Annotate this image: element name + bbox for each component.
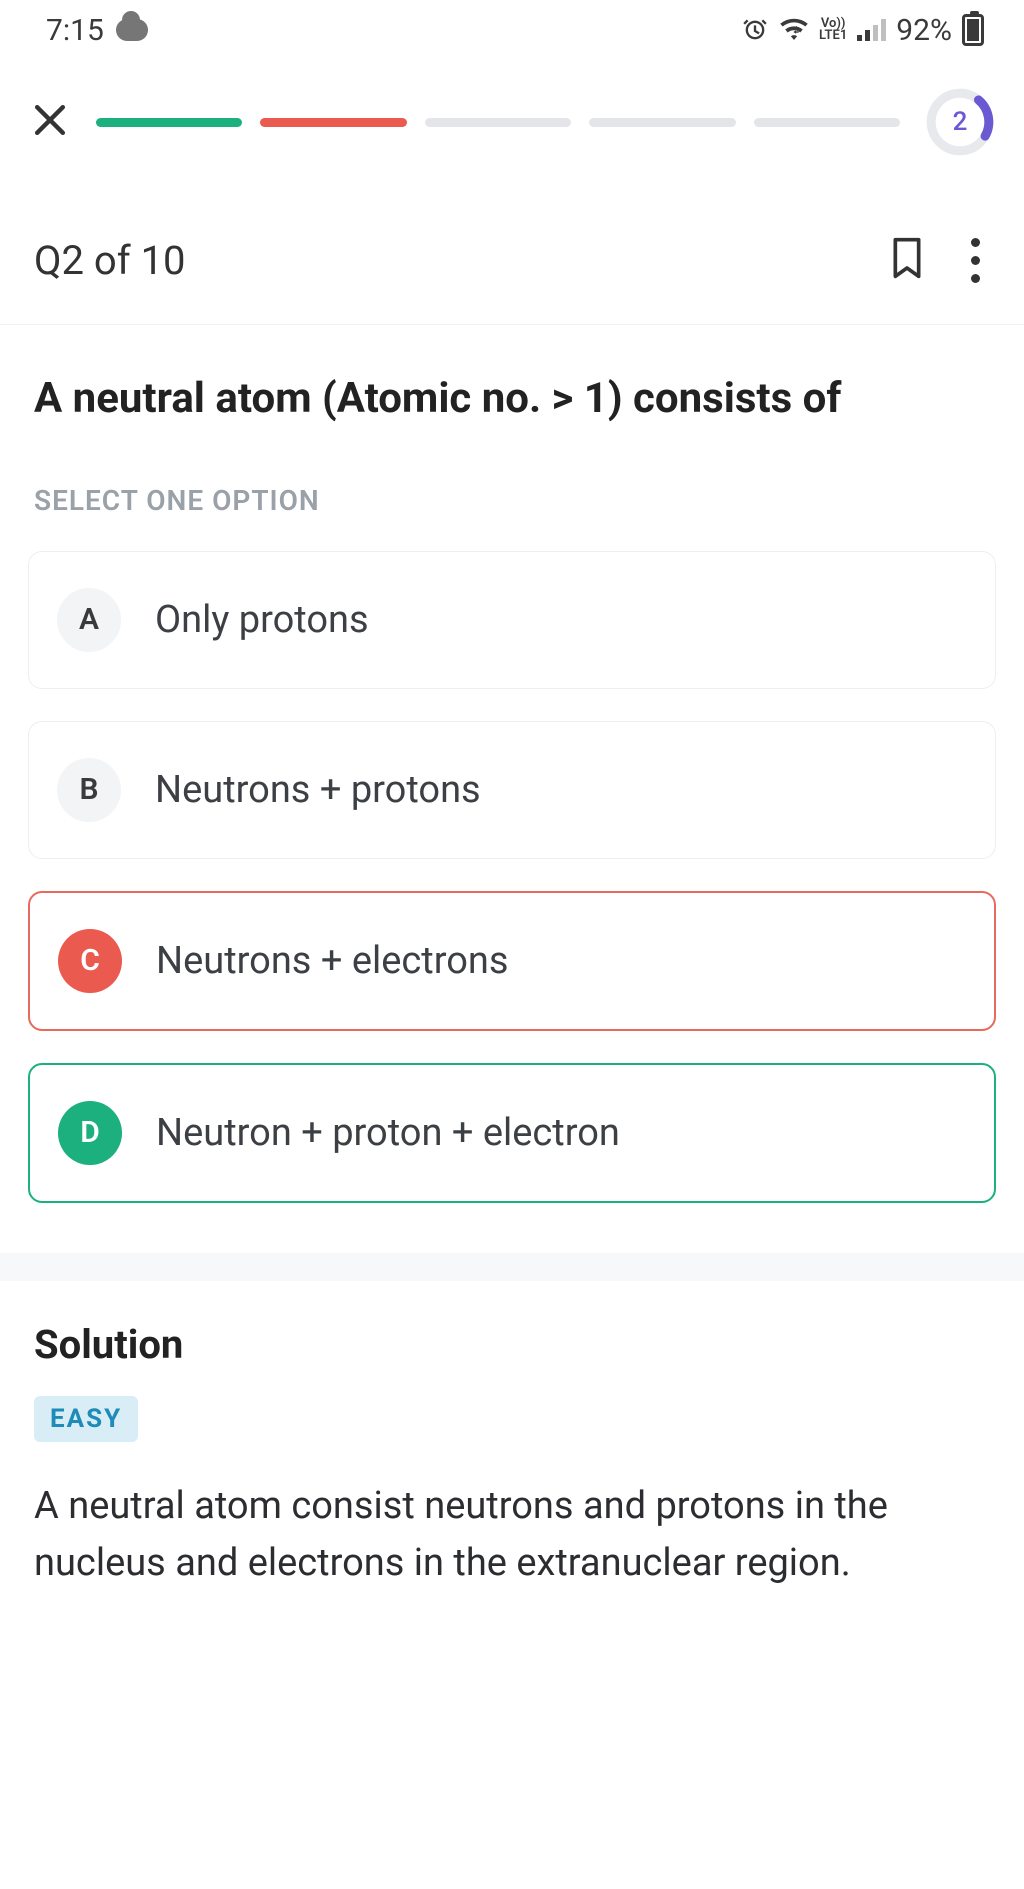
options-list: A Only protons B Neutrons + protons C Ne…	[0, 527, 1024, 1213]
bookmark-button[interactable]	[887, 234, 927, 286]
progress-segment	[589, 118, 735, 127]
timer-ring: 2	[924, 86, 996, 158]
signal-icon	[857, 19, 886, 41]
option-d[interactable]: D Neutron + proton + electron	[28, 1063, 996, 1203]
option-text: Neutrons + electrons	[156, 939, 508, 983]
question-actions	[887, 234, 980, 286]
option-b[interactable]: B Neutrons + protons	[28, 721, 996, 859]
difficulty-badge: EASY	[34, 1396, 138, 1442]
solution-heading: Solution	[34, 1321, 990, 1368]
select-one-label: SELECT ONE OPTION	[34, 484, 990, 517]
option-text: Neutrons + protons	[155, 768, 481, 812]
alarm-icon	[741, 16, 769, 44]
close-button[interactable]	[28, 98, 72, 146]
status-bar: 7:15 Vo)) LTE1 92%	[0, 0, 1024, 56]
wifi-icon	[779, 17, 809, 43]
option-c[interactable]: C Neutrons + electrons	[28, 891, 996, 1031]
more-menu-button[interactable]	[971, 238, 980, 283]
battery-percent: 92%	[896, 13, 952, 48]
progress-segment	[96, 118, 242, 127]
option-badge: B	[57, 758, 121, 822]
option-badge: D	[58, 1101, 122, 1165]
question-counter: Q2 of 10	[34, 237, 186, 284]
solution-section: Solution EASY A neutral atom consist neu…	[0, 1281, 1024, 1622]
top-nav-row: 2	[0, 56, 1024, 178]
network-type-icon: Vo)) LTE1	[819, 18, 847, 42]
question-text: A neutral atom (Atomic no. > 1) consists…	[34, 371, 990, 428]
solution-text: A neutral atom consist neutrons and prot…	[34, 1478, 990, 1592]
progress-segment	[260, 118, 406, 127]
status-right: Vo)) LTE1 92%	[741, 13, 984, 48]
progress-bar	[96, 118, 900, 127]
option-badge: C	[58, 929, 122, 993]
cloud-icon	[116, 19, 148, 41]
status-time: 7:15	[46, 13, 104, 48]
section-gap	[0, 1253, 1024, 1281]
network-lte-label: LTE1	[819, 30, 847, 42]
timer-value: 2	[924, 86, 996, 158]
option-a[interactable]: A Only protons	[28, 551, 996, 689]
status-left: 7:15	[46, 13, 148, 48]
progress-segment	[425, 118, 571, 127]
option-badge: A	[57, 588, 121, 652]
option-text: Neutron + proton + electron	[156, 1111, 620, 1155]
question-body: A neutral atom (Atomic no. > 1) consists…	[0, 325, 1024, 527]
progress-segment	[754, 118, 900, 127]
option-text: Only protons	[155, 598, 369, 642]
battery-icon	[962, 14, 984, 46]
question-header: Q2 of 10	[0, 178, 1024, 316]
